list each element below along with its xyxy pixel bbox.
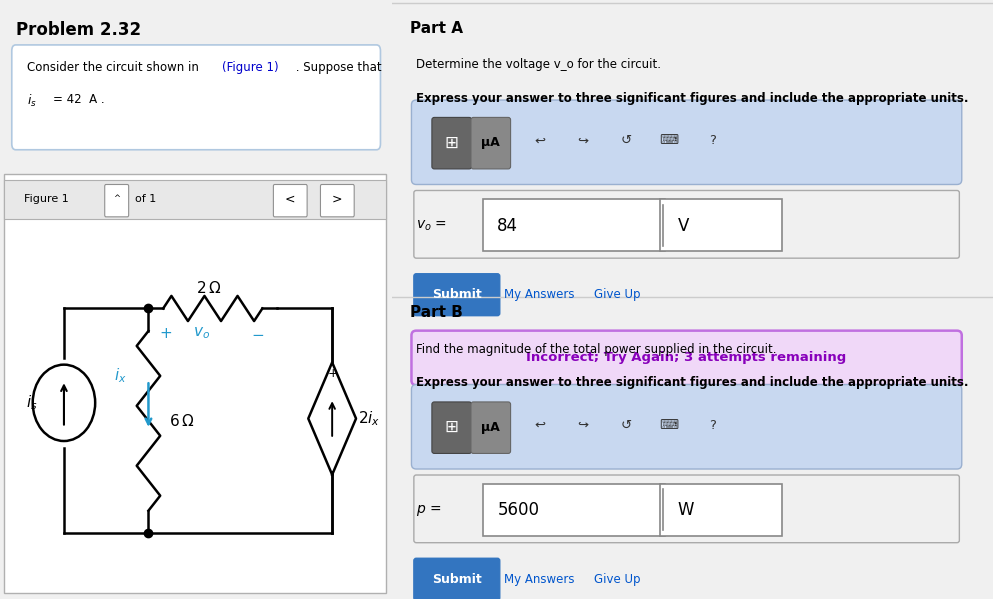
Text: (Figure 1): (Figure 1) — [222, 61, 279, 74]
FancyBboxPatch shape — [471, 402, 510, 453]
Text: $i_s$: $i_s$ — [28, 93, 38, 109]
Text: $2i_x$: $2i_x$ — [357, 409, 380, 428]
Text: Part B: Part B — [410, 305, 463, 320]
Text: ⌨: ⌨ — [659, 419, 679, 432]
Text: $6\,\Omega$: $6\,\Omega$ — [169, 413, 194, 429]
Text: ?: ? — [709, 419, 716, 432]
Text: <: < — [285, 192, 296, 205]
Text: Submit: Submit — [432, 288, 482, 301]
FancyBboxPatch shape — [660, 484, 782, 536]
FancyBboxPatch shape — [4, 180, 386, 219]
Text: ↺: ↺ — [621, 419, 632, 432]
Text: Give Up: Give Up — [594, 573, 640, 586]
FancyBboxPatch shape — [471, 117, 510, 169]
FancyBboxPatch shape — [414, 558, 499, 599]
Text: of 1: of 1 — [135, 194, 157, 204]
Text: ↺: ↺ — [621, 134, 632, 147]
FancyBboxPatch shape — [411, 100, 962, 184]
Text: V: V — [677, 217, 689, 235]
Text: 84: 84 — [497, 217, 518, 235]
Text: $+$: $+$ — [327, 367, 338, 380]
FancyBboxPatch shape — [414, 274, 499, 316]
Text: Submit: Submit — [432, 573, 482, 586]
Text: $-$: $-$ — [251, 326, 264, 341]
FancyBboxPatch shape — [104, 184, 129, 217]
Polygon shape — [308, 362, 356, 474]
Text: >: > — [332, 192, 343, 205]
Text: My Answers: My Answers — [504, 573, 575, 586]
Text: $+$: $+$ — [160, 326, 173, 341]
Text: ⊞: ⊞ — [445, 134, 459, 152]
Text: Figure 1: Figure 1 — [24, 194, 69, 204]
Text: Consider the circuit shown in: Consider the circuit shown in — [28, 61, 204, 74]
Text: Part A: Part A — [410, 21, 464, 36]
Text: $v_o$: $v_o$ — [193, 325, 210, 341]
FancyBboxPatch shape — [660, 199, 782, 251]
Text: . Suppose that: . Suppose that — [292, 61, 382, 74]
Text: ?: ? — [709, 134, 716, 147]
Text: $i_x$: $i_x$ — [113, 367, 126, 385]
FancyBboxPatch shape — [273, 184, 307, 217]
FancyBboxPatch shape — [411, 331, 962, 385]
Text: ⌨: ⌨ — [659, 134, 679, 147]
Text: ^: ^ — [113, 194, 120, 204]
Text: W: W — [677, 501, 694, 519]
Text: ↩: ↩ — [534, 419, 545, 432]
Text: Express your answer to three significant figures and include the appropriate uni: Express your answer to three significant… — [416, 92, 969, 105]
Text: ↩: ↩ — [534, 134, 545, 147]
FancyBboxPatch shape — [432, 117, 472, 169]
FancyBboxPatch shape — [483, 484, 665, 536]
FancyBboxPatch shape — [411, 385, 962, 469]
Text: Incorrect; Try Again; 3 attempts remaining: Incorrect; Try Again; 3 attempts remaini… — [526, 351, 847, 364]
Text: Determine the voltage v_o for the circuit.: Determine the voltage v_o for the circui… — [416, 58, 661, 71]
Text: $v_o$ =: $v_o$ = — [416, 219, 448, 233]
Text: Find the magnitude of the total power supplied in the circuit.: Find the magnitude of the total power su… — [416, 343, 777, 356]
Text: $i_s$: $i_s$ — [27, 394, 38, 412]
Text: μA: μA — [482, 136, 500, 149]
FancyBboxPatch shape — [12, 45, 380, 150]
FancyBboxPatch shape — [321, 184, 355, 217]
FancyBboxPatch shape — [4, 174, 386, 593]
Text: Give Up: Give Up — [594, 288, 640, 301]
Text: Problem 2.32: Problem 2.32 — [16, 21, 141, 39]
Text: $2\,\Omega$: $2\,\Omega$ — [197, 280, 221, 297]
Text: Express your answer to three significant figures and include the appropriate uni: Express your answer to three significant… — [416, 376, 969, 389]
Text: ↪: ↪ — [577, 419, 588, 432]
Text: = 42  A .: = 42 A . — [53, 93, 104, 106]
Text: 5600: 5600 — [497, 501, 539, 519]
FancyBboxPatch shape — [432, 402, 472, 453]
Text: ⊞: ⊞ — [445, 418, 459, 436]
Circle shape — [33, 365, 95, 441]
Text: My Answers: My Answers — [504, 288, 575, 301]
FancyBboxPatch shape — [483, 199, 665, 251]
Text: μA: μA — [482, 420, 500, 434]
Text: ↪: ↪ — [577, 134, 588, 147]
Text: $p$ =: $p$ = — [416, 503, 442, 518]
